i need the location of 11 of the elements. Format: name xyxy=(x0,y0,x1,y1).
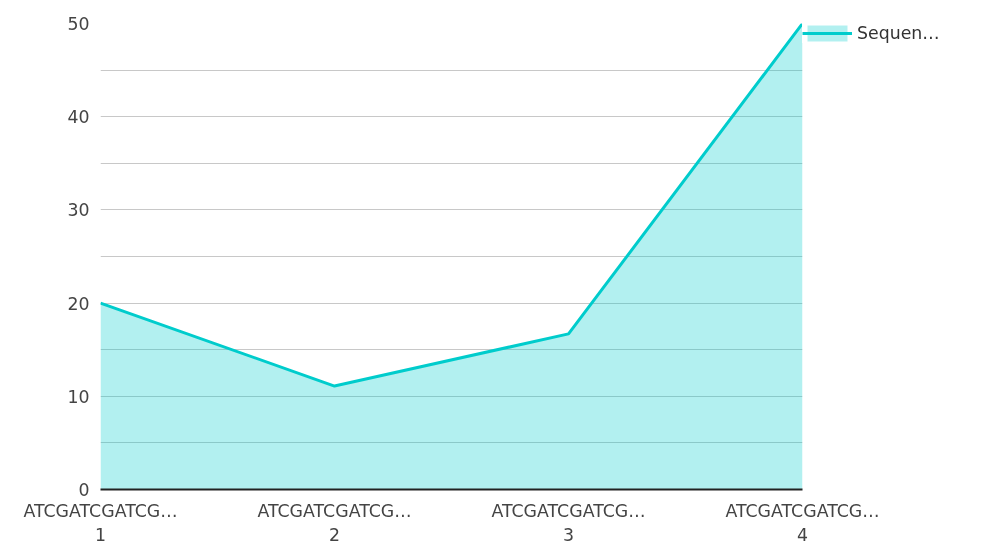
legend-label: Sequen… xyxy=(857,23,940,43)
x-tick-label: ATCGATCGATCG… 2 xyxy=(257,500,412,545)
y-tick-label: 40 xyxy=(67,107,90,128)
y-tick-label: 30 xyxy=(67,200,90,221)
y-tick-label: 20 xyxy=(67,293,90,314)
x-tick-label: ATCGATCGATCG… 3 xyxy=(491,500,646,545)
y-tick-label: 50 xyxy=(67,14,90,34)
y-tick-label: 10 xyxy=(67,386,90,407)
y-tick-label: 0 xyxy=(78,480,90,500)
x-tick-label: ATCGATCGATCG… 1 xyxy=(23,500,178,545)
x-tick-label: ATCGATCGATCG… 4 xyxy=(725,500,880,545)
